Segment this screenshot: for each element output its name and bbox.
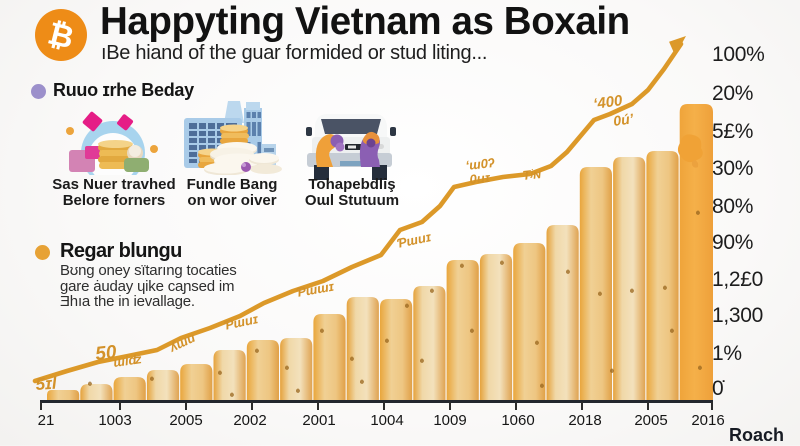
- svg-text:Ƥɯɯɪ: Ƥɯɯɪ: [295, 278, 336, 299]
- svg-text:0uɪ: 0uɪ: [469, 170, 492, 187]
- svg-text:‘400: ‘400: [592, 92, 624, 113]
- svg-text:50: 50: [94, 342, 118, 365]
- svg-text:5ɪl: 5ɪl: [35, 373, 59, 394]
- svg-text:Ƥɯuɪ: Ƥɯuɪ: [223, 311, 260, 333]
- svg-text:Ƥɯuɪ: Ƥɯuɪ: [396, 229, 433, 251]
- svg-text:ʎɯu: ʎɯu: [166, 330, 198, 355]
- svg-text:ɯiʣ: ɯiʣ: [112, 351, 143, 370]
- svg-text:‘ɯ0ʔ: ‘ɯ0ʔ: [465, 155, 496, 173]
- svg-text:Tʲɴ: Tʲɴ: [522, 166, 543, 183]
- svg-text:0ú’: 0ú’: [612, 110, 635, 129]
